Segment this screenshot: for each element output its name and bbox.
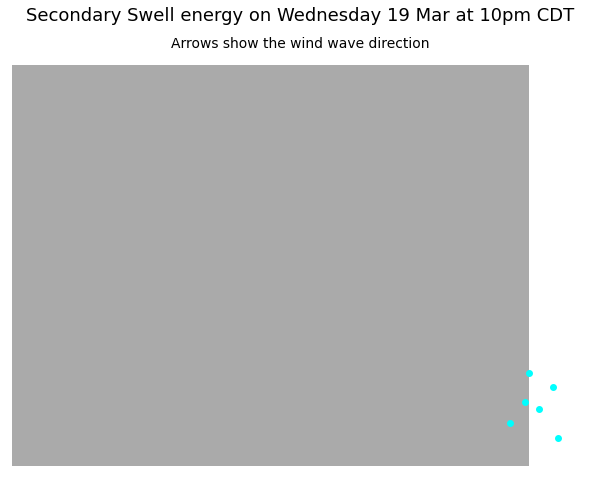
Bar [12,65,529,467]
Text: Secondary Swell energy on Wednesday 19 Mar at 10pm CDT: Secondary Swell energy on Wednesday 19 M… [26,7,575,25]
Text: Arrows show the wind wave direction: Arrows show the wind wave direction [171,37,430,51]
